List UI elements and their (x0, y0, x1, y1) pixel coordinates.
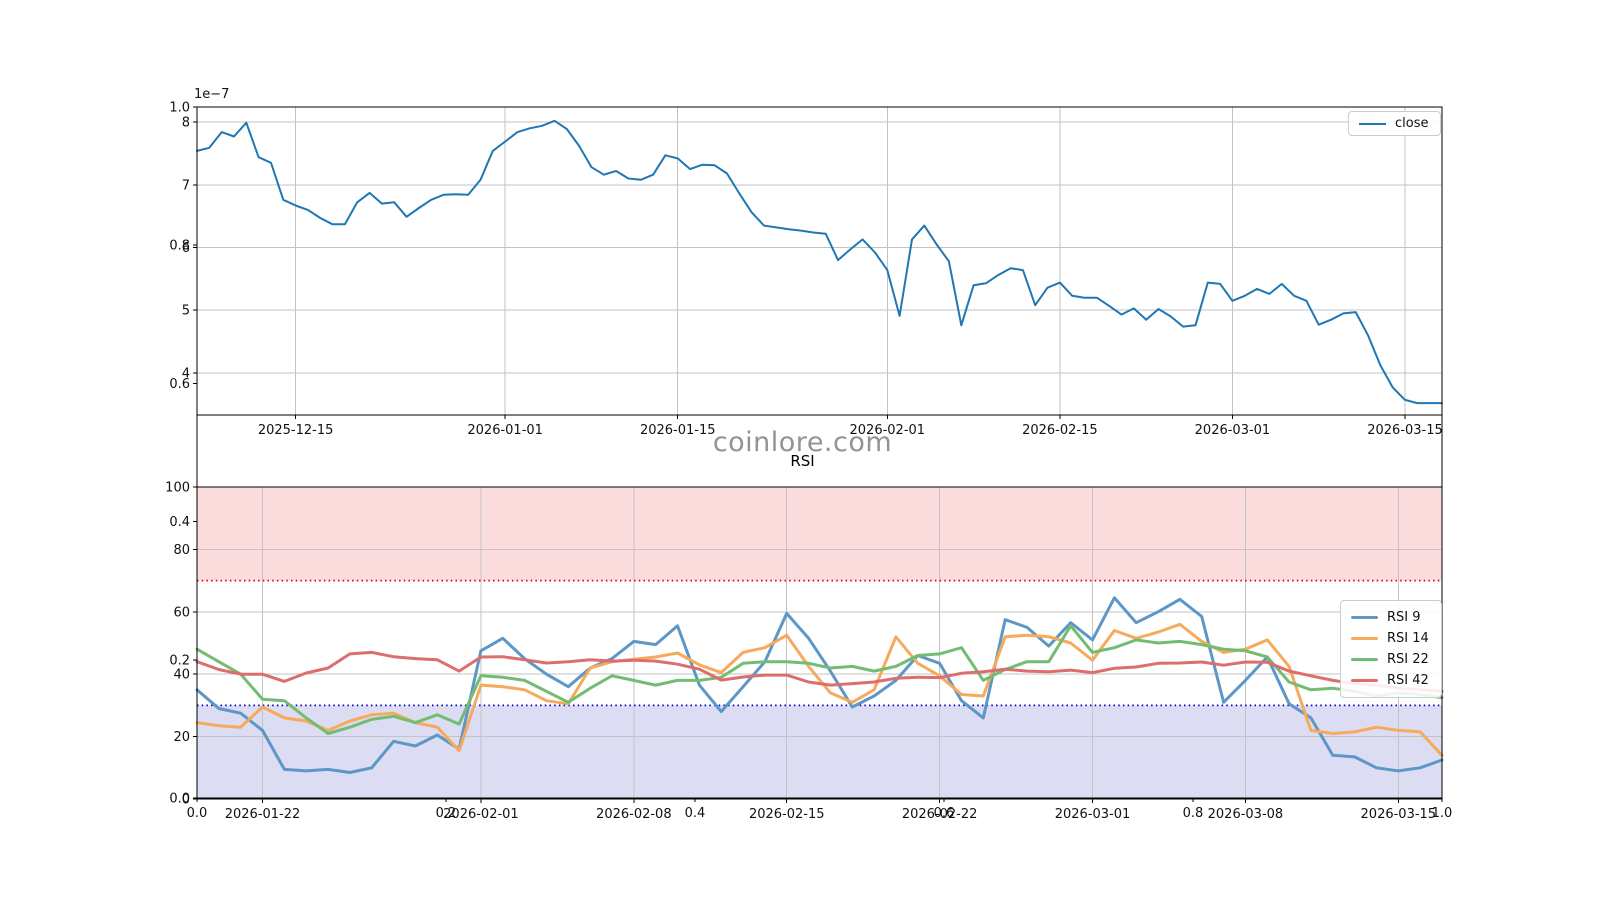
x-tick-label: 2026-03-08 (1208, 807, 1284, 822)
x-tick-label: 2026-01-01 (467, 423, 543, 438)
y-tick-label: 8 (182, 116, 190, 131)
rsi-22-legend-label: RSI 22 (1387, 652, 1429, 667)
rsi-legend-row: RSI 9 (1351, 607, 1429, 628)
overlay-x-tick-label: 0.4 (685, 806, 706, 821)
band-overbought (197, 487, 1442, 581)
close-line-sample (1359, 122, 1386, 125)
y-tick-label: 100 (165, 481, 190, 496)
y-axis-offset-label: 1e−7 (194, 87, 230, 102)
y-tick-label: 20 (173, 730, 190, 745)
rsi-9-line-sample (1351, 616, 1378, 619)
x-tick-label: 2026-03-01 (1195, 423, 1271, 438)
overlay-y-tick-label: 0.6 (169, 377, 190, 392)
x-tick-label: 2026-02-08 (596, 807, 672, 822)
x-tick-label: 2026-02-01 (850, 423, 926, 438)
rsi-42-legend-label: RSI 42 (1387, 673, 1429, 688)
rsi-legend-row: RSI 22 (1351, 649, 1429, 670)
overlay-x-tick-label: 0.6 (934, 806, 955, 821)
overlay-axes-spines (196, 106, 1443, 799)
y-tick-label: 4 (182, 366, 190, 381)
x-tick-label: 2026-02-15 (749, 807, 825, 822)
rsi-9-legend-label: RSI 9 (1387, 610, 1421, 625)
overlay-y-tick-label: 0.4 (169, 515, 190, 530)
x-tick-label: 2026-02-22 (902, 807, 978, 822)
y-tick-label: 60 (173, 605, 190, 620)
close-legend-label: close (1395, 116, 1429, 131)
y-tick-label: 80 (173, 543, 190, 558)
rsi-42-line-sample (1351, 679, 1378, 682)
rsi-42-line (195, 650, 1444, 693)
price-legend: close (1348, 111, 1442, 136)
y-tick-label: 7 (182, 178, 190, 193)
watermark: coinlore.com (712, 427, 893, 458)
rsi-legend-row: RSI 14 (1351, 628, 1429, 649)
overlay-y-tick-label: 0.2 (169, 653, 190, 668)
overlay-y-tick-label: 0.0 (169, 792, 190, 807)
x-tick-label: 2026-01-22 (225, 807, 301, 822)
y-tick-label: 5 (182, 304, 190, 319)
x-tick-label: 2026-01-15 (640, 423, 716, 438)
rsi-9-line (195, 596, 1444, 774)
rsi-legend: RSI 9 RSI 14 RSI 22 RSI 42 (1340, 600, 1442, 698)
x-tick-label: 2026-02-15 (1022, 423, 1098, 438)
overlay-x-tick-label: 1.0 (1432, 806, 1453, 821)
overlay-x-tick-label: 0.2 (436, 806, 457, 821)
x-tick-label: 2026-02-01 (443, 807, 519, 822)
rsi-chart-title: RSI (790, 452, 815, 470)
rsi-22-line-sample (1351, 658, 1378, 661)
y-tick-label: 40 (173, 668, 190, 683)
overlay-x-tick-label: 0.0 (187, 806, 208, 821)
axes-spines (196, 106, 1443, 416)
x-tick-label: 2026-03-01 (1055, 807, 1131, 822)
rsi-legend-row: RSI 42 (1351, 670, 1429, 691)
y-tick-label: 0 (182, 793, 190, 808)
overlay-y-tick-label: 0.8 (169, 239, 190, 254)
x-tick-label: 2026-03-15 (1367, 423, 1443, 438)
rsi-14-line-sample (1351, 637, 1378, 640)
y-tick-label: 6 (182, 241, 190, 256)
overlay-y-tick-label: 1.0 (169, 101, 190, 116)
overlay-x-tick-label: 0.8 (1183, 806, 1204, 821)
rsi-14-legend-label: RSI 14 (1387, 631, 1429, 646)
close-line (196, 119, 1443, 405)
x-tick-label: 2026-03-15 (1361, 807, 1437, 822)
x-tick-label: 2025-12-15 (258, 423, 334, 438)
rsi-22-line (195, 624, 1444, 735)
